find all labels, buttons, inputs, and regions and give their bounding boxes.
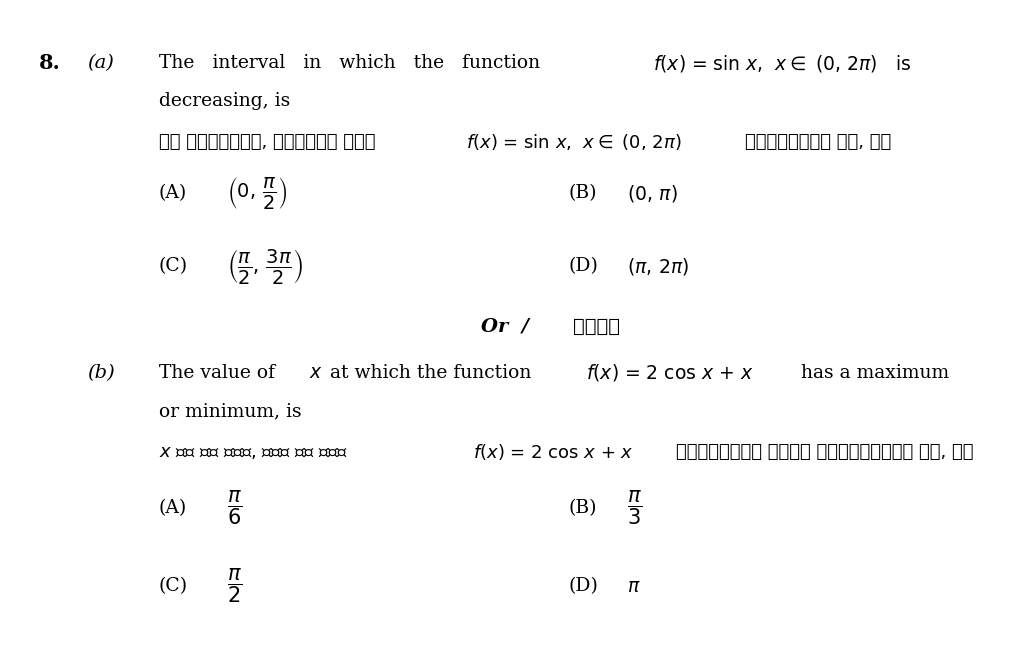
Text: वह अन्तराल, जिसमें फलन: वह अन्तराल, जिसमें फलन [159,133,375,151]
Text: (C): (C) [159,257,187,276]
Text: ह्रासमान है, है: ह्रासमान है, है [745,133,892,151]
Text: $\dfrac{\pi}{3}$: $\dfrac{\pi}{3}$ [627,489,642,527]
Text: The value of: The value of [159,364,274,382]
Text: $f(x)$ = 2 cos $x$ + $x$: $f(x)$ = 2 cos $x$ + $x$ [586,362,753,384]
Text: (B): (B) [568,499,597,517]
Text: (D): (D) [568,577,598,595]
Text: (a): (a) [87,54,114,73]
Text: $f(x)$ = sin $x$,  $x\in$ (0, 2$\pi$)   is: $f(x)$ = sin $x$, $x\in$ (0, 2$\pi$) is [653,53,911,74]
Text: 8.: 8. [39,53,60,73]
Text: उच्चिष्ठ अथवा निम्निष्ठ है, है: उच्चिष्ठ अथवा निम्निष्ठ है, है [676,442,974,461]
Text: $\dfrac{\pi}{2}$: $\dfrac{\pi}{2}$ [227,567,243,605]
Text: $\pi$: $\pi$ [627,577,640,595]
Text: or minimum, is: or minimum, is [159,402,301,421]
Text: (D): (D) [568,257,598,276]
Text: $f(x)$ = 2 cos $x$ + $x$: $f(x)$ = 2 cos $x$ + $x$ [473,442,634,462]
Text: (A): (A) [159,499,187,517]
Text: The   interval   in   which   the   function: The interval in which the function [159,54,540,73]
Text: $\left(\dfrac{\pi}{2},\,\dfrac{3\pi}{2}\right)$: $\left(\dfrac{\pi}{2},\,\dfrac{3\pi}{2}\… [227,247,303,286]
Text: $x$ का वह मान, जिस पर फलन: $x$ का वह मान, जिस पर फलन [159,442,347,461]
Text: decreasing, is: decreasing, is [159,92,290,111]
Text: (C): (C) [159,577,187,595]
Text: at which the function: at which the function [330,364,531,382]
Text: (B): (B) [568,184,597,202]
Text: $x$: $x$ [309,364,323,382]
Text: $(\pi,\,2\pi)$: $(\pi,\,2\pi)$ [627,256,689,277]
Text: $\left(0,\,\dfrac{\pi}{2}\right)$: $\left(0,\,\dfrac{\pi}{2}\right)$ [227,175,288,211]
Text: (b): (b) [87,364,115,382]
Text: $\dfrac{\pi}{6}$: $\dfrac{\pi}{6}$ [227,489,243,527]
Text: has a maximum: has a maximum [801,364,949,382]
Text: (A): (A) [159,184,187,202]
Text: $(0,\,\pi)$: $(0,\,\pi)$ [627,182,678,204]
Text: $f(x)$ = sin $x$,  $x\in$ (0, 2$\pi$): $f(x)$ = sin $x$, $x\in$ (0, 2$\pi$) [466,132,682,152]
Text: Or  /: Or / [481,317,543,336]
Text: अथवा: अथवा [573,317,621,336]
